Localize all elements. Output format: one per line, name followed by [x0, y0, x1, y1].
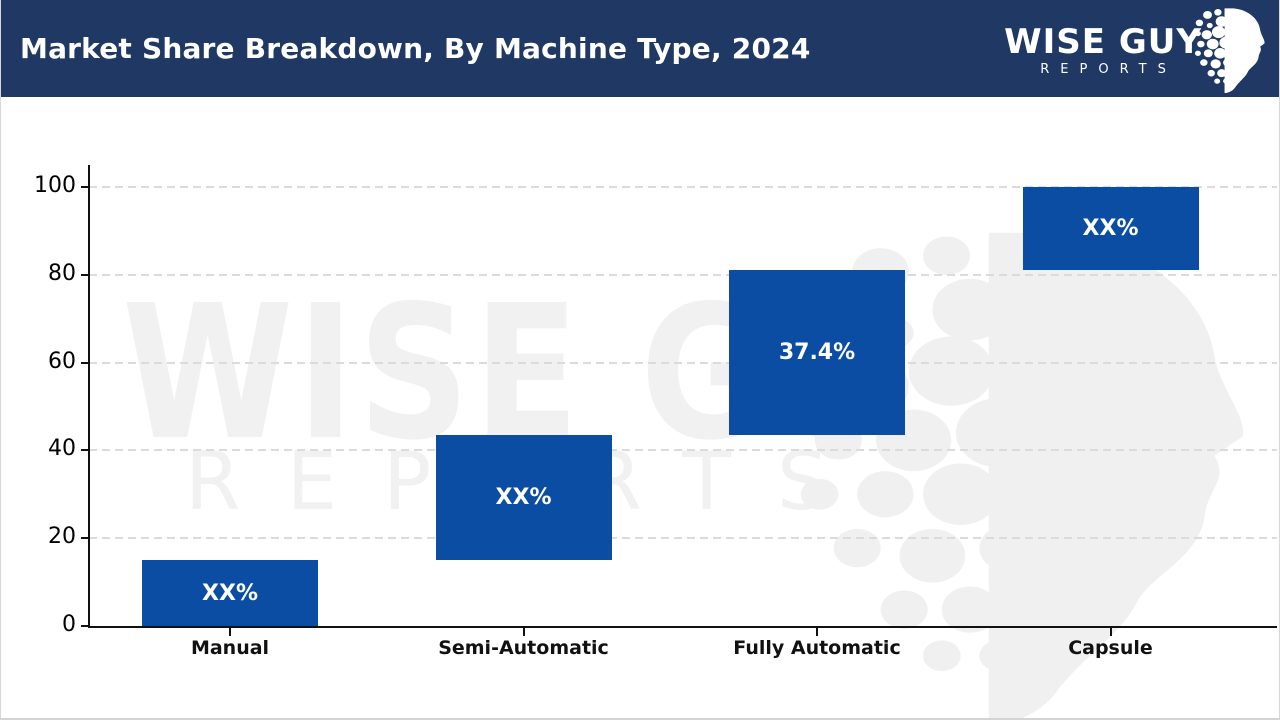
bar-value-label: XX%: [1082, 216, 1139, 242]
bar-value-label: XX%: [202, 580, 258, 606]
bar-semi-automatic: XX%: [435, 434, 612, 561]
y-axis-tick: [81, 186, 89, 188]
x-axis-tick: [816, 628, 818, 636]
y-axis-tick: [81, 449, 89, 452]
y-axis-tick: [81, 273, 89, 276]
x-axis-tick: [522, 628, 525, 636]
bar-value-label: XX%: [495, 484, 552, 510]
x-axis-line: [88, 626, 1277, 628]
head-profile-icon: [1194, 8, 1265, 93]
gridline: [89, 361, 1277, 364]
gridline: [89, 537, 1277, 540]
y-axis-tick-label: 20: [48, 524, 76, 550]
y-axis-tick-label: 40: [48, 436, 76, 462]
y-axis-line: [88, 165, 90, 628]
x-axis-label: Semi-Automatic: [438, 637, 609, 659]
brand-name: WISE GUY: [1004, 21, 1202, 62]
y-axis-tick-label: 80: [48, 260, 76, 286]
brand-logo-text: WISE GUY REPORTS: [1004, 24, 1202, 77]
x-axis-label: Fully Automatic: [733, 637, 901, 659]
gridline: [89, 186, 1277, 188]
bar-capsule: XX%: [1022, 187, 1199, 271]
brand-logo: WISE GUY REPORTS: [1004, 6, 1266, 94]
y-axis-tick: [81, 537, 89, 540]
page-title: Market Share Breakdown, By Machine Type,…: [20, 32, 811, 65]
bar-value-label: 37.4%: [778, 339, 856, 365]
bar-manual: XX%: [142, 560, 318, 626]
gridline: [89, 273, 1277, 276]
header-bar: Market Share Breakdown, By Machine Type,…: [0, 0, 1280, 97]
y-axis-tick-label: 60: [48, 348, 76, 374]
x-axis-label: Capsule: [1068, 637, 1153, 659]
y-axis-tick-label: 100: [34, 173, 76, 198]
x-axis-tick: [1109, 628, 1112, 636]
y-axis-tick-label: 0: [62, 612, 76, 637]
x-axis-tick: [229, 628, 231, 636]
gridline: [89, 449, 1277, 452]
y-axis-tick: [81, 625, 89, 627]
x-axis-label: Manual: [190, 637, 270, 659]
brand-subname: REPORTS: [1040, 61, 1177, 77]
bar-fully-automatic: 37.4%: [729, 270, 905, 435]
y-axis-tick: [81, 361, 89, 364]
